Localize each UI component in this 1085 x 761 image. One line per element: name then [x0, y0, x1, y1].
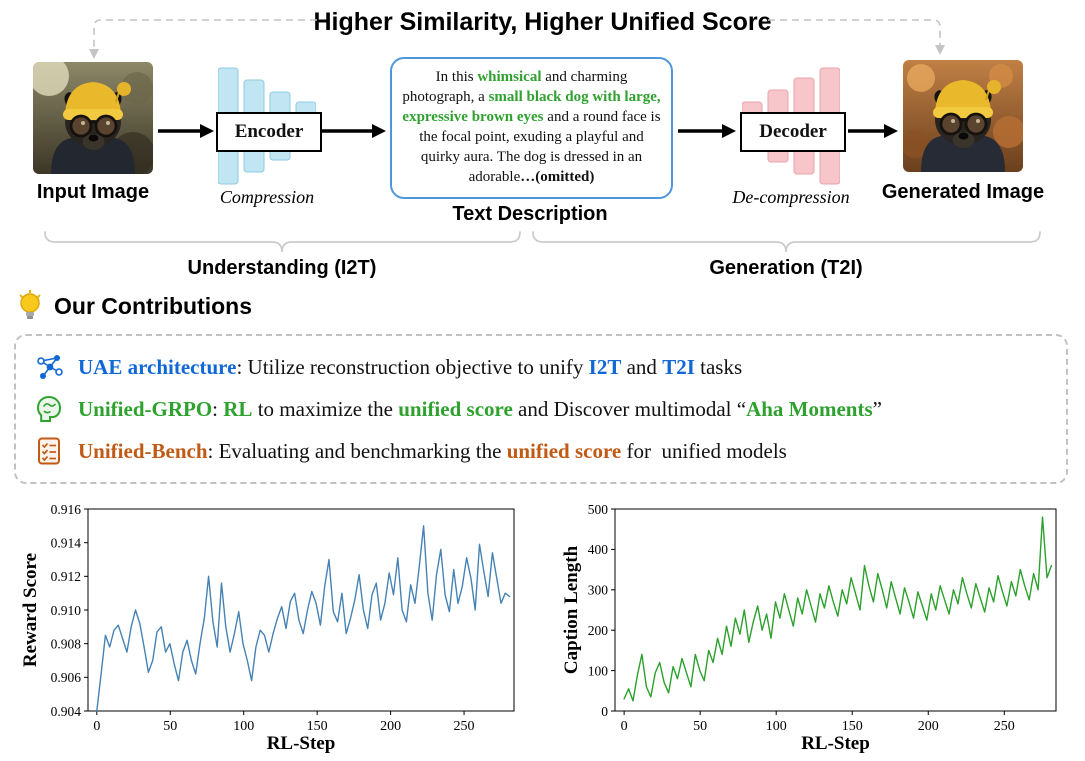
- figure-title: Higher Similarity, Higher Unified Score: [313, 8, 772, 36]
- svg-text:200: 200: [380, 719, 401, 734]
- input-image: [33, 62, 153, 174]
- svg-text:RL-Step: RL-Step: [801, 733, 870, 754]
- svg-text:0.904: 0.904: [51, 704, 82, 719]
- arrow-input-to-encoder: [158, 124, 214, 138]
- svg-text:Reward Score: Reward Score: [22, 553, 41, 667]
- dashed-arrowhead-right: [935, 45, 945, 55]
- contribution-unified-bench: Unified-Bench: Evaluating and benchmarki…: [34, 436, 1048, 466]
- reward-score-chart: 0.904 0.906 0.908 0.910 0.912 0.914 0.916 0 50 10…: [22, 497, 524, 757]
- compression-label: Compression: [219, 187, 315, 207]
- svg-text:100: 100: [233, 719, 254, 734]
- arrow-encoder-to-text: [322, 124, 386, 138]
- svg-text:0.910: 0.910: [51, 603, 82, 618]
- contributions-box: UAE architecture: Utilize reconstruction…: [14, 334, 1068, 484]
- svg-text:RL-Step: RL-Step: [267, 733, 336, 754]
- input-dog-photo: [33, 62, 153, 174]
- svg-text:200: 200: [918, 719, 939, 734]
- svg-text:300: 300: [588, 583, 609, 598]
- input-image-label: Input Image: [36, 181, 150, 203]
- svg-text:100: 100: [766, 719, 787, 734]
- text-description-label: Text Description: [452, 203, 608, 225]
- svg-text:400: 400: [588, 542, 609, 557]
- decompression-label: De-compression: [732, 187, 850, 207]
- generation-t2i-label: Generation (T2I): [709, 257, 863, 279]
- caption-length-chart: 0 100 200 300 400 500 0 50 100 150 200 250 RL-Step Ca…: [563, 497, 1070, 757]
- svg-text:200: 200: [588, 623, 609, 638]
- svg-text:0: 0: [621, 719, 628, 734]
- svg-text:0.912: 0.912: [51, 569, 81, 584]
- network-icon: [37, 355, 63, 379]
- caption-text: In this whimsical and charming photograp…: [402, 69, 661, 185]
- contributions-heading: Our Contributions: [16, 290, 252, 322]
- lightbulb-icon: [19, 290, 41, 319]
- generated-image: [903, 60, 1023, 172]
- svg-text:50: 50: [693, 719, 707, 734]
- contributions-heading-text: Our Contributions: [54, 292, 253, 319]
- svg-text:250: 250: [994, 719, 1015, 734]
- arrow-decoder-to-generated: [848, 124, 898, 138]
- svg-text:150: 150: [307, 719, 328, 734]
- brace-generation: [532, 231, 1041, 253]
- dashed-arrowhead-left: [89, 49, 99, 59]
- svg-text:150: 150: [842, 719, 863, 734]
- svg-text:500: 500: [588, 502, 609, 517]
- svg-text:0: 0: [601, 704, 608, 719]
- svg-text:0.908: 0.908: [51, 636, 82, 651]
- svg-text:0.914: 0.914: [51, 535, 82, 550]
- brain-icon: [36, 395, 62, 422]
- svg-text:100: 100: [588, 663, 609, 678]
- contribution-grpo-text: Unified-GRPO: RL to maximize the unified…: [78, 396, 882, 421]
- checklist-icon: [38, 437, 60, 465]
- contribution-unified-grpo: Unified-GRPO: RL to maximize the unified…: [34, 394, 1048, 424]
- decoder-box: Decoder: [740, 112, 846, 152]
- svg-text:50: 50: [163, 719, 177, 734]
- contribution-uae-text: UAE architecture: Utilize reconstruction…: [78, 354, 743, 379]
- arrow-text-to-decoder: [678, 124, 736, 138]
- svg-text:Caption Length: Caption Length: [563, 545, 582, 674]
- svg-text:0.916: 0.916: [51, 502, 82, 517]
- understanding-i2t-label: Understanding (I2T): [187, 257, 377, 279]
- contribution-uae-architecture: UAE architecture: Utilize reconstruction…: [34, 352, 1048, 382]
- generated-dog-photo: [903, 60, 1023, 172]
- contribution-bench-text: Unified-Bench: Evaluating and benchmarki…: [78, 438, 787, 463]
- text-description-box: In this whimsical and charming photograp…: [390, 57, 673, 199]
- brace-understanding: [44, 231, 521, 253]
- svg-text:0: 0: [93, 719, 100, 734]
- svg-text:0.906: 0.906: [51, 670, 82, 685]
- generated-image-label: Generated Image: [881, 181, 1045, 203]
- svg-text:250: 250: [454, 719, 475, 734]
- encoder-box: Encoder: [216, 112, 322, 152]
